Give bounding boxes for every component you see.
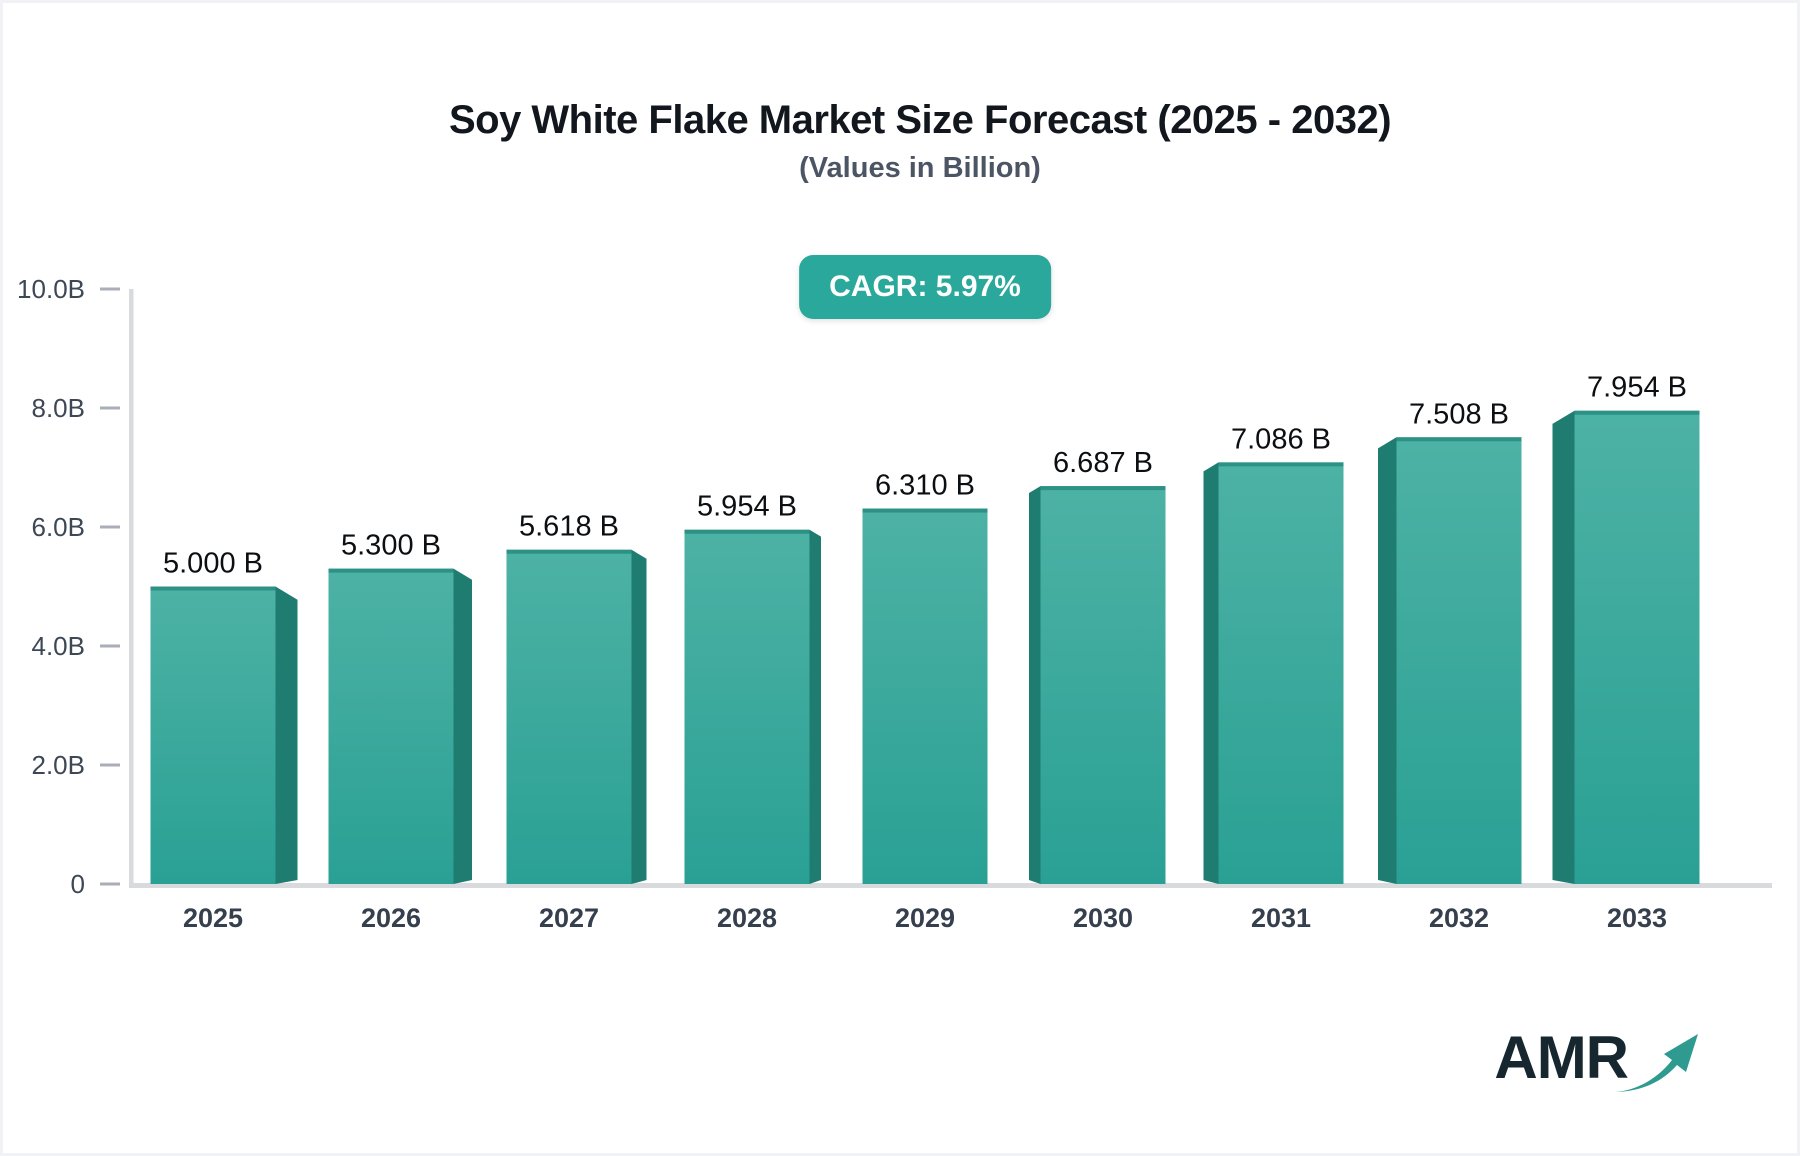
bar-top-edge	[684, 529, 810, 534]
bar-front-face	[684, 529, 810, 884]
bar-front-face	[1218, 462, 1344, 884]
bar-value-label: 7.086 B	[1231, 423, 1331, 455]
bar-side-face	[1378, 437, 1397, 884]
bar-front-face	[1040, 486, 1166, 884]
bar-front-face	[1396, 437, 1522, 884]
y-tick-dash	[100, 406, 120, 410]
x-axis-year-label: 2026	[361, 903, 421, 933]
bar-front-face	[506, 549, 632, 884]
bar-side-face	[1029, 486, 1041, 884]
bar-side-face	[453, 568, 472, 884]
y-tick-dash	[100, 525, 120, 529]
bar-top-edge	[150, 586, 276, 591]
x-axis-year-label: 2025	[183, 903, 243, 933]
x-axis-year-label: 2032	[1429, 903, 1489, 933]
bar-2032	[1378, 437, 1522, 884]
bar-top-edge	[1218, 462, 1344, 467]
bar-2025	[150, 586, 298, 884]
bar-value-label: 6.310 B	[875, 470, 975, 502]
x-axis-year-label: 2029	[895, 903, 955, 933]
x-axis-year-label: 2027	[539, 903, 599, 933]
y-tick-dash	[100, 882, 120, 886]
bar-value-label: 6.687 B	[1053, 447, 1153, 479]
y-axis-line	[129, 289, 134, 888]
axis-layer: 0 2.0B 4.0B 6.0B 8.0B 10.0B	[17, 274, 1772, 899]
bar-top-edge	[1396, 437, 1522, 442]
y-tick-label: 10.0B	[17, 274, 85, 304]
bar-value-label: 5.618 B	[519, 511, 619, 543]
amr-logo: AMR	[1494, 1028, 1700, 1096]
bar-front-face	[862, 508, 988, 884]
bar-value-label: 7.954 B	[1587, 372, 1687, 404]
bar-2030	[1029, 486, 1166, 884]
y-tick-label: 0	[71, 869, 85, 899]
y-tick-label: 2.0B	[32, 750, 86, 780]
x-axis-year-label: 2031	[1251, 903, 1311, 933]
bar-2028	[684, 529, 821, 884]
bar-top-edge	[328, 568, 454, 573]
y-tick-dash	[100, 644, 120, 648]
bar-value-label: 7.508 B	[1409, 398, 1509, 430]
bar-top-edge	[1040, 486, 1166, 491]
bar-side-face	[1203, 462, 1219, 884]
y-tick-label: 4.0B	[32, 631, 86, 661]
bar-2033	[1552, 410, 1700, 884]
bar-top-edge	[1574, 410, 1700, 415]
bar-2027	[506, 549, 647, 884]
x-axis-line	[129, 883, 1772, 888]
bar-2026	[328, 568, 472, 884]
trend-arrow-icon	[1616, 1034, 1698, 1092]
bar-side-face	[1552, 410, 1575, 884]
bar-value-label: 5.300 B	[341, 530, 441, 562]
bar-side-face	[631, 549, 647, 884]
bar-2029	[862, 508, 988, 884]
chart-subtitle: (Values in Billion)	[799, 152, 1041, 184]
bar-front-face	[328, 568, 454, 884]
cagr-badge: CAGR: 5.97%	[799, 255, 1051, 319]
bars-layer	[150, 410, 1700, 884]
bar-top-edge	[862, 508, 988, 513]
bar-front-face	[1574, 410, 1700, 884]
x-axis-year-label: 2030	[1073, 903, 1133, 933]
x-axis-year-label: 2028	[717, 903, 777, 933]
bar-top-edge	[506, 549, 632, 554]
labels-layer: 5.000 B 2025 5.300 B 2026 5.618 B 2027 5.954 B…	[163, 372, 1687, 933]
bar-front-face	[150, 586, 276, 884]
bar-value-label: 5.954 B	[697, 491, 797, 523]
x-axis-year-label: 2033	[1607, 903, 1667, 933]
bar-value-label: 5.000 B	[163, 548, 263, 580]
amr-logo-text: AMR	[1494, 1024, 1629, 1091]
bar-side-face	[809, 529, 821, 884]
y-tick-label: 6.0B	[32, 512, 86, 542]
y-tick-dash	[100, 287, 120, 291]
y-tick-label: 8.0B	[32, 393, 86, 423]
chart-title: Soy White Flake Market Size Forecast (20…	[448, 98, 1392, 142]
bar-2031	[1203, 462, 1344, 884]
bar-side-face	[275, 586, 298, 884]
y-tick-dash	[100, 763, 120, 767]
